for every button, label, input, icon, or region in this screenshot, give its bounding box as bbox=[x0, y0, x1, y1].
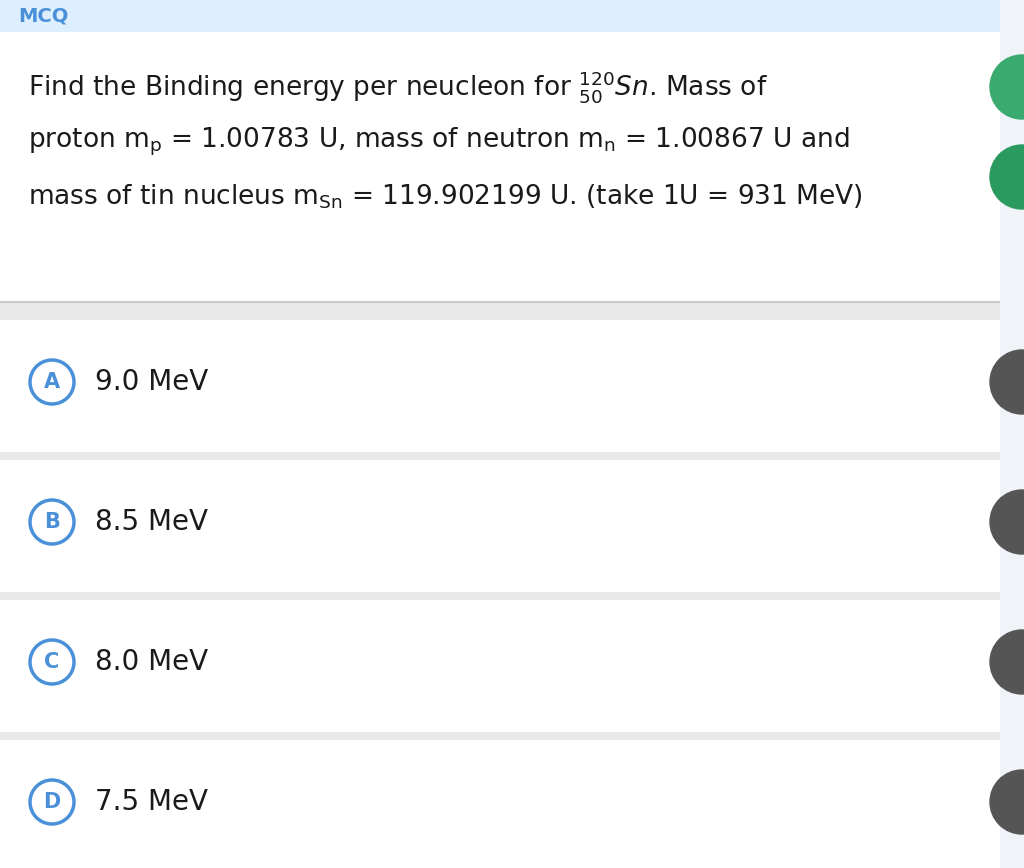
Circle shape bbox=[990, 490, 1024, 554]
Circle shape bbox=[30, 780, 74, 824]
Text: 7.5 MeV: 7.5 MeV bbox=[95, 788, 208, 816]
Circle shape bbox=[990, 350, 1024, 414]
Text: A: A bbox=[44, 372, 60, 392]
Text: D: D bbox=[43, 792, 60, 812]
Bar bbox=[0, 32, 1000, 302]
Bar bbox=[0, 592, 1000, 600]
Bar bbox=[0, 452, 1000, 592]
Circle shape bbox=[990, 145, 1024, 209]
Bar bbox=[0, 732, 1000, 740]
Bar bbox=[1000, 0, 1024, 868]
Text: 8.0 MeV: 8.0 MeV bbox=[95, 648, 208, 676]
Circle shape bbox=[990, 55, 1024, 119]
Circle shape bbox=[990, 770, 1024, 834]
Bar bbox=[0, 312, 1000, 320]
Bar bbox=[0, 312, 1000, 452]
Text: MCQ: MCQ bbox=[18, 6, 69, 25]
Bar bbox=[0, 0, 1024, 32]
Text: C: C bbox=[44, 652, 59, 672]
Bar bbox=[0, 302, 1000, 312]
Circle shape bbox=[30, 360, 74, 404]
Text: Find the Binding energy per neucleon for $^{120}_{50}Sn$. Mass of: Find the Binding energy per neucleon for… bbox=[28, 69, 768, 105]
Text: B: B bbox=[44, 512, 60, 532]
Bar bbox=[0, 732, 1000, 868]
Bar bbox=[0, 452, 1000, 460]
Circle shape bbox=[30, 500, 74, 544]
Circle shape bbox=[30, 640, 74, 684]
Text: mass of tin nucleus m$_\mathrm{Sn}$ = 119.902199 U. (take 1U = 931 MeV): mass of tin nucleus m$_\mathrm{Sn}$ = 11… bbox=[28, 183, 863, 211]
Bar bbox=[0, 592, 1000, 732]
Circle shape bbox=[990, 630, 1024, 694]
Text: proton m$_\mathrm{p}$ = 1.00783 U, mass of neutron m$_\mathrm{n}$ = 1.00867 U an: proton m$_\mathrm{p}$ = 1.00783 U, mass … bbox=[28, 126, 849, 158]
Text: 8.5 MeV: 8.5 MeV bbox=[95, 508, 208, 536]
Text: 9.0 MeV: 9.0 MeV bbox=[95, 368, 208, 396]
